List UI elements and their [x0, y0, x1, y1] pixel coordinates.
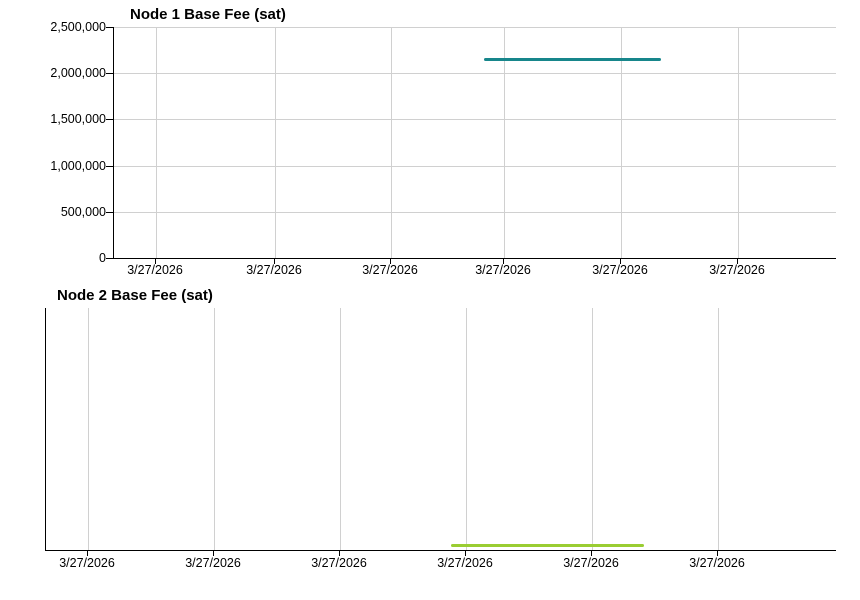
y-axis-tick	[106, 119, 113, 120]
x-axis-tick	[591, 551, 592, 556]
x-axis-tick	[87, 551, 88, 556]
x-axis-tick	[339, 551, 340, 556]
chart-node1-title: Node 1 Base Fee (sat)	[130, 6, 286, 23]
gridline-vertical	[340, 308, 341, 550]
x-axis-label: 3/27/2026	[59, 556, 115, 570]
gridline-horizontal	[114, 212, 836, 213]
x-axis-label: 3/27/2026	[592, 263, 648, 277]
gridline-vertical	[592, 308, 593, 550]
chart-node2-title: Node 2 Base Fee (sat)	[57, 287, 213, 304]
x-axis-tick	[274, 259, 275, 264]
x-axis-label: 3/27/2026	[246, 263, 302, 277]
x-axis-tick	[465, 551, 466, 556]
chart-node2-plot-area[interactable]	[45, 308, 836, 551]
y-axis-label: 2,000,000	[50, 66, 106, 80]
x-axis-label: 3/27/2026	[362, 263, 418, 277]
gridline-horizontal	[114, 119, 836, 120]
gridline-vertical	[214, 308, 215, 550]
gridline-horizontal	[114, 166, 836, 167]
gridline-vertical	[504, 27, 505, 258]
chart-node1-plot-area[interactable]	[113, 27, 836, 259]
node1-base-fee-line[interactable]	[484, 58, 661, 61]
x-axis-label: 3/27/2026	[185, 556, 241, 570]
y-axis-tick	[106, 212, 113, 213]
y-axis-tick	[106, 166, 113, 167]
y-axis-label: 1,500,000	[50, 112, 106, 126]
gridline-vertical	[466, 308, 467, 550]
x-axis-tick	[620, 259, 621, 264]
y-axis-tick	[106, 258, 113, 259]
x-axis-label: 3/27/2026	[127, 263, 183, 277]
gridline-vertical	[718, 308, 719, 550]
x-axis-label: 3/27/2026	[709, 263, 765, 277]
gridline-horizontal	[114, 27, 836, 28]
y-axis-label: 2,500,000	[50, 20, 106, 34]
y-axis-label: 1,000,000	[50, 159, 106, 173]
x-axis-label: 3/27/2026	[563, 556, 619, 570]
x-axis-tick	[717, 551, 718, 556]
x-axis-label: 3/27/2026	[311, 556, 367, 570]
gridline-vertical	[391, 27, 392, 258]
y-axis-tick	[106, 73, 113, 74]
node2-base-fee-line[interactable]	[451, 544, 644, 547]
x-axis-tick	[155, 259, 156, 264]
y-axis-tick	[106, 27, 113, 28]
x-axis-tick	[503, 259, 504, 264]
gridline-horizontal	[114, 73, 836, 74]
gridline-vertical	[621, 27, 622, 258]
x-axis-label: 3/27/2026	[437, 556, 493, 570]
gridline-vertical	[156, 27, 157, 258]
gridline-vertical	[275, 27, 276, 258]
y-axis-label: 500,000	[60, 205, 106, 219]
x-axis-tick	[737, 259, 738, 264]
gridline-vertical	[738, 27, 739, 258]
x-axis-label: 3/27/2026	[689, 556, 745, 570]
x-axis-label: 3/27/2026	[475, 263, 531, 277]
x-axis-tick	[213, 551, 214, 556]
x-axis-tick	[390, 259, 391, 264]
gridline-vertical	[88, 308, 89, 550]
y-axis-label: 0	[99, 251, 106, 265]
